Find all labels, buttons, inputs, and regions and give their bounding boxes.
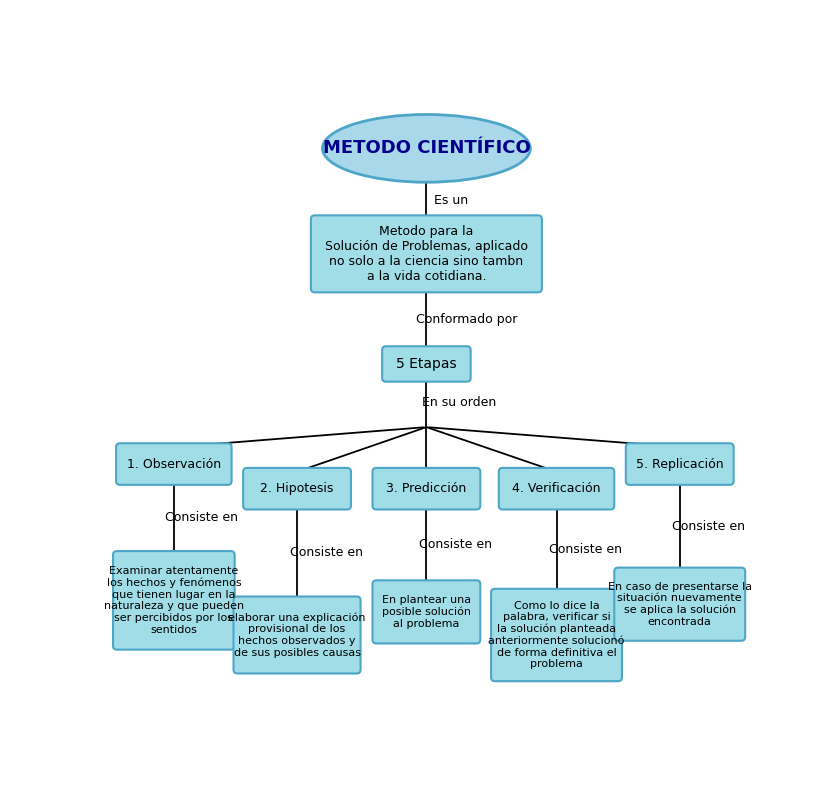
Text: 5 Etapas: 5 Etapas [396, 357, 457, 371]
Text: 2. Hipotesis: 2. Hipotesis [260, 482, 334, 495]
FancyBboxPatch shape [626, 443, 734, 485]
FancyBboxPatch shape [491, 589, 622, 682]
FancyBboxPatch shape [382, 346, 471, 382]
FancyBboxPatch shape [498, 468, 614, 510]
Text: Como lo dice la
palabra, verificar si
la solución planteada
anteriormente soluci: Como lo dice la palabra, verificar si la… [488, 601, 625, 670]
Text: 5. Replicación: 5. Replicación [636, 458, 724, 470]
Text: Consiste en: Consiste en [549, 542, 622, 556]
Text: En plantear una
posible solución
al problema: En plantear una posible solución al prob… [382, 595, 471, 629]
FancyBboxPatch shape [311, 215, 542, 292]
Ellipse shape [323, 114, 530, 182]
Text: Consiste en: Consiste en [290, 546, 363, 559]
Text: Es un: Es un [434, 194, 468, 207]
FancyBboxPatch shape [113, 551, 235, 650]
FancyBboxPatch shape [373, 468, 480, 510]
Text: Consiste en: Consiste en [419, 538, 493, 551]
Text: 1. Observación: 1. Observación [126, 458, 221, 470]
FancyBboxPatch shape [234, 597, 360, 674]
Text: Conformado por: Conformado por [416, 313, 518, 326]
Text: Consiste en: Consiste en [165, 511, 238, 525]
Text: 4. Verificación: 4. Verificación [513, 482, 601, 495]
FancyBboxPatch shape [373, 580, 480, 643]
Text: En su orden: En su orden [423, 396, 497, 409]
FancyBboxPatch shape [614, 568, 745, 641]
Text: elaborar una explicación
provisional de los
hechos observados y
de sus posibles : elaborar una explicación provisional de … [228, 612, 366, 658]
FancyBboxPatch shape [243, 468, 351, 510]
FancyBboxPatch shape [116, 443, 231, 485]
Text: 3. Predicción: 3. Predicción [386, 482, 467, 495]
Text: Metodo para la
Solución de Problemas, aplicado
no solo a la ciencia sino tambn
a: Metodo para la Solución de Problemas, ap… [325, 225, 527, 283]
Text: METODO CIENTÍFICO: METODO CIENTÍFICO [323, 139, 530, 158]
Text: Examinar atentamente
los hechos y fenómenos
que tienen lugar en la
naturaleza y : Examinar atentamente los hechos y fenóme… [104, 566, 244, 634]
Text: Consiste en: Consiste en [672, 520, 745, 533]
Text: En caso de presentarse la
situación nuevamente
se aplica la solución
encontrada: En caso de presentarse la situación nuev… [607, 582, 752, 627]
